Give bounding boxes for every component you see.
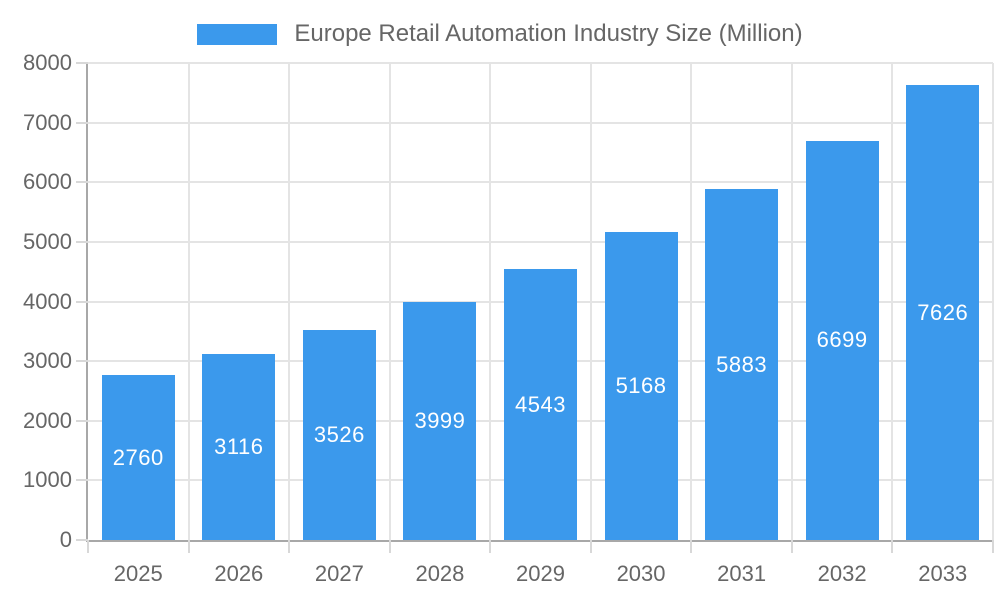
x-tick-mark (690, 540, 693, 553)
bar-value-label: 4543 (515, 391, 566, 417)
y-tick-label: 0 (59, 527, 72, 552)
x-tick-mark (288, 540, 291, 553)
x-tick-mark (790, 540, 793, 553)
x-tick-mark (187, 540, 190, 553)
bar: 3999 (403, 301, 477, 540)
x-tick-label: 2025 (113, 561, 163, 586)
bar: 5883 (705, 189, 779, 540)
legend-label: Europe Retail Automation Industry Size (… (294, 20, 803, 47)
bar: 7626 (906, 85, 980, 540)
y-tick-mark (76, 62, 88, 64)
v-gridline (489, 63, 492, 540)
x-tick-mark (589, 540, 592, 553)
x-tick-label: 2031 (717, 561, 767, 586)
x-tick-label: 2032 (817, 561, 867, 586)
y-tick-label: 4000 (23, 288, 72, 314)
bar: 6699 (805, 140, 879, 540)
y-tick-mark (76, 181, 88, 184)
h-gridline (88, 240, 993, 243)
bar: 4543 (504, 269, 577, 540)
bar: 3526 (302, 329, 376, 540)
x-tick-label: 2029 (516, 561, 565, 586)
x-tick-mark (891, 540, 894, 553)
x-tick-label: 2028 (415, 561, 465, 586)
y-tick-mark (76, 300, 88, 303)
v-gridline (288, 63, 291, 540)
h-gridline (88, 121, 993, 124)
bar-value-label: 3526 (313, 421, 365, 447)
bar: 5168 (604, 231, 678, 540)
y-tick-mark (76, 121, 88, 124)
bar-value-label: 2760 (112, 444, 164, 470)
chart-legend: Europe Retail Automation Industry Size (… (0, 20, 1000, 48)
x-tick-label: 2026 (214, 561, 264, 586)
y-tick-label: 5000 (23, 228, 72, 254)
bar-value-label: 3116 (214, 434, 264, 460)
y-tick-label: 2000 (23, 407, 72, 433)
bar: 2760 (101, 375, 175, 540)
x-tick-label: 2030 (616, 561, 666, 586)
y-tick-mark (76, 539, 88, 541)
v-gridline (388, 63, 391, 540)
x-tick-label: 2027 (314, 561, 364, 586)
bar-value-label: 5168 (615, 372, 667, 398)
v-gridline (690, 63, 693, 540)
v-gridline (589, 63, 592, 540)
plot-area: 2760 3116 3526 3999 4543 5168 5883 6699 7626 (86, 62, 994, 542)
x-tick-label: 2033 (918, 561, 968, 586)
y-tick-label: 6000 (23, 169, 72, 195)
y-tick-mark (76, 240, 88, 243)
v-gridline (891, 63, 894, 540)
bar-value-label: 7626 (917, 299, 969, 325)
y-tick-label: 1000 (23, 467, 72, 493)
h-gridline (88, 62, 993, 64)
y-tick-mark (76, 419, 88, 422)
y-tick-label: 7000 (23, 109, 72, 135)
v-gridline (790, 63, 793, 540)
x-tick-mark (388, 540, 391, 553)
bar: 3116 (202, 354, 276, 540)
bar-value-label: 3999 (414, 407, 466, 433)
y-tick-label: 3000 (23, 348, 72, 374)
x-tick-mark (992, 540, 994, 553)
y-tick-mark (76, 360, 88, 363)
h-gridline (88, 181, 993, 184)
y-tick-mark (76, 479, 88, 482)
v-gridline (187, 63, 190, 540)
legend-swatch (197, 23, 278, 45)
x-tick-mark (87, 540, 89, 553)
v-gridline (992, 63, 994, 540)
bar-value-label: 6699 (816, 327, 868, 353)
bar-value-label: 5883 (716, 351, 768, 377)
y-tick-label: 8000 (23, 50, 72, 75)
x-tick-mark (489, 540, 492, 553)
